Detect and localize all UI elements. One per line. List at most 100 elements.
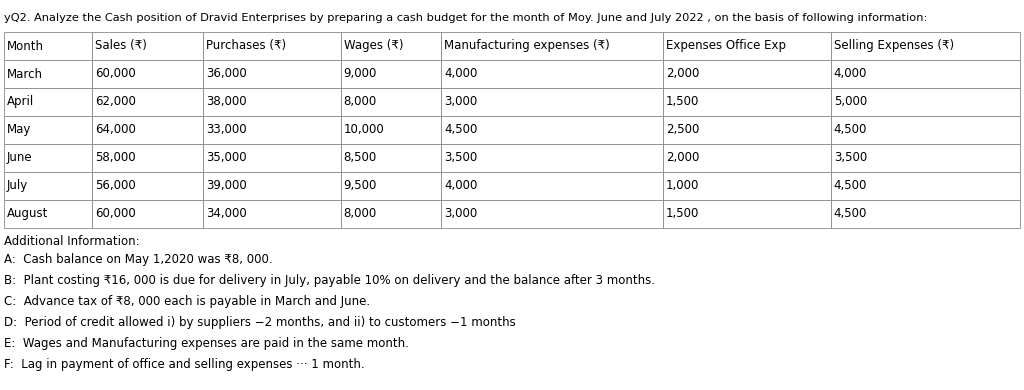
Text: August: August	[7, 207, 48, 220]
Bar	[830, 88, 1020, 116]
Bar	[341, 60, 441, 88]
Bar	[830, 144, 1020, 172]
Text: Expenses Office Exp: Expenses Office Exp	[667, 39, 786, 53]
Bar	[664, 32, 830, 60]
Text: F:  Lag in payment of office and selling expenses ··· 1 month.: F: Lag in payment of office and selling …	[4, 358, 365, 371]
Text: C:  Advance tax of ₹8, 000 each is payable in March and June.: C: Advance tax of ₹8, 000 each is payabl…	[4, 295, 370, 308]
Bar	[91, 60, 204, 88]
Bar	[4, 88, 91, 116]
Text: 34,000: 34,000	[207, 207, 247, 220]
Text: Additional Information:: Additional Information:	[4, 235, 139, 248]
Text: 5,000: 5,000	[834, 96, 867, 108]
Bar	[4, 144, 91, 172]
Bar	[4, 172, 91, 200]
Bar	[91, 116, 204, 144]
Text: Manufacturing expenses (₹): Manufacturing expenses (₹)	[443, 39, 609, 53]
Text: 2,000: 2,000	[667, 67, 699, 80]
Text: 3,500: 3,500	[834, 151, 867, 165]
Text: D:  Period of credit allowed i) by suppliers −2 months, and ii) to customers −1 : D: Period of credit allowed i) by suppli…	[4, 316, 516, 329]
Text: 35,000: 35,000	[207, 151, 247, 165]
Text: 60,000: 60,000	[94, 67, 135, 80]
Text: 39,000: 39,000	[207, 179, 247, 193]
Text: 10,000: 10,000	[343, 124, 384, 136]
Text: Wages (₹): Wages (₹)	[343, 39, 403, 53]
Text: 3,000: 3,000	[443, 96, 477, 108]
Bar	[830, 32, 1020, 60]
Text: June: June	[7, 151, 33, 165]
Text: Purchases (₹): Purchases (₹)	[207, 39, 287, 53]
Bar	[4, 116, 91, 144]
Text: 4,500: 4,500	[834, 124, 867, 136]
Bar	[91, 200, 204, 228]
Bar	[91, 88, 204, 116]
Bar	[341, 144, 441, 172]
Text: 4,500: 4,500	[834, 179, 867, 193]
Text: A:  Cash balance on May 1,2020 was ₹8, 000.: A: Cash balance on May 1,2020 was ₹8, 00…	[4, 253, 272, 266]
Bar	[830, 200, 1020, 228]
Text: 62,000: 62,000	[94, 96, 135, 108]
Text: 38,000: 38,000	[207, 96, 247, 108]
Bar	[4, 32, 91, 60]
Bar	[91, 172, 204, 200]
Bar	[664, 144, 830, 172]
Bar	[91, 144, 204, 172]
Text: 9,000: 9,000	[343, 67, 377, 80]
Text: 3,000: 3,000	[443, 207, 477, 220]
Bar	[4, 200, 91, 228]
Bar	[830, 116, 1020, 144]
Text: 4,500: 4,500	[443, 124, 477, 136]
Bar	[204, 200, 341, 228]
Bar	[341, 172, 441, 200]
Bar	[830, 60, 1020, 88]
Bar	[441, 60, 664, 88]
Text: 2,000: 2,000	[667, 151, 699, 165]
Bar	[441, 116, 664, 144]
Text: 9,500: 9,500	[343, 179, 377, 193]
Bar	[204, 88, 341, 116]
Text: 2,500: 2,500	[667, 124, 699, 136]
Bar	[441, 200, 664, 228]
Bar	[204, 116, 341, 144]
Text: 8,000: 8,000	[343, 207, 377, 220]
Text: Month: Month	[7, 39, 44, 53]
Text: 3,500: 3,500	[443, 151, 477, 165]
Bar	[664, 172, 830, 200]
Text: May: May	[7, 124, 32, 136]
Bar	[664, 60, 830, 88]
Bar	[91, 32, 204, 60]
Text: 4,000: 4,000	[834, 67, 867, 80]
Text: 4,000: 4,000	[443, 67, 477, 80]
Text: B:  Plant costing ₹16, 000 is due for delivery in July, payable 10% on delivery : B: Plant costing ₹16, 000 is due for del…	[4, 274, 655, 287]
Bar	[441, 172, 664, 200]
Text: E:  Wages and Manufacturing expenses are paid in the same month.: E: Wages and Manufacturing expenses are …	[4, 337, 409, 350]
Text: Sales (₹): Sales (₹)	[94, 39, 146, 53]
Text: 4,000: 4,000	[443, 179, 477, 193]
Bar	[204, 144, 341, 172]
Bar	[204, 60, 341, 88]
Text: 64,000: 64,000	[94, 124, 135, 136]
Bar	[341, 116, 441, 144]
Text: 60,000: 60,000	[94, 207, 135, 220]
Bar	[341, 32, 441, 60]
Text: 36,000: 36,000	[207, 67, 247, 80]
Bar	[441, 88, 664, 116]
Bar	[664, 116, 830, 144]
Text: 8,000: 8,000	[343, 96, 377, 108]
Text: Selling Expenses (₹): Selling Expenses (₹)	[834, 39, 954, 53]
Text: 58,000: 58,000	[94, 151, 135, 165]
Text: 1,500: 1,500	[667, 96, 699, 108]
Text: 33,000: 33,000	[207, 124, 247, 136]
Bar	[664, 88, 830, 116]
Bar	[664, 200, 830, 228]
Bar	[204, 172, 341, 200]
Text: 1,500: 1,500	[667, 207, 699, 220]
Bar	[441, 32, 664, 60]
Text: 56,000: 56,000	[94, 179, 135, 193]
Text: April: April	[7, 96, 34, 108]
Text: yQ2. Analyze the Cash position of Dravid Enterprises by preparing a cash budget : yQ2. Analyze the Cash position of Dravid…	[4, 13, 928, 23]
Bar	[341, 200, 441, 228]
Text: March: March	[7, 67, 43, 80]
Text: 1,000: 1,000	[667, 179, 699, 193]
Bar	[441, 144, 664, 172]
Bar	[4, 60, 91, 88]
